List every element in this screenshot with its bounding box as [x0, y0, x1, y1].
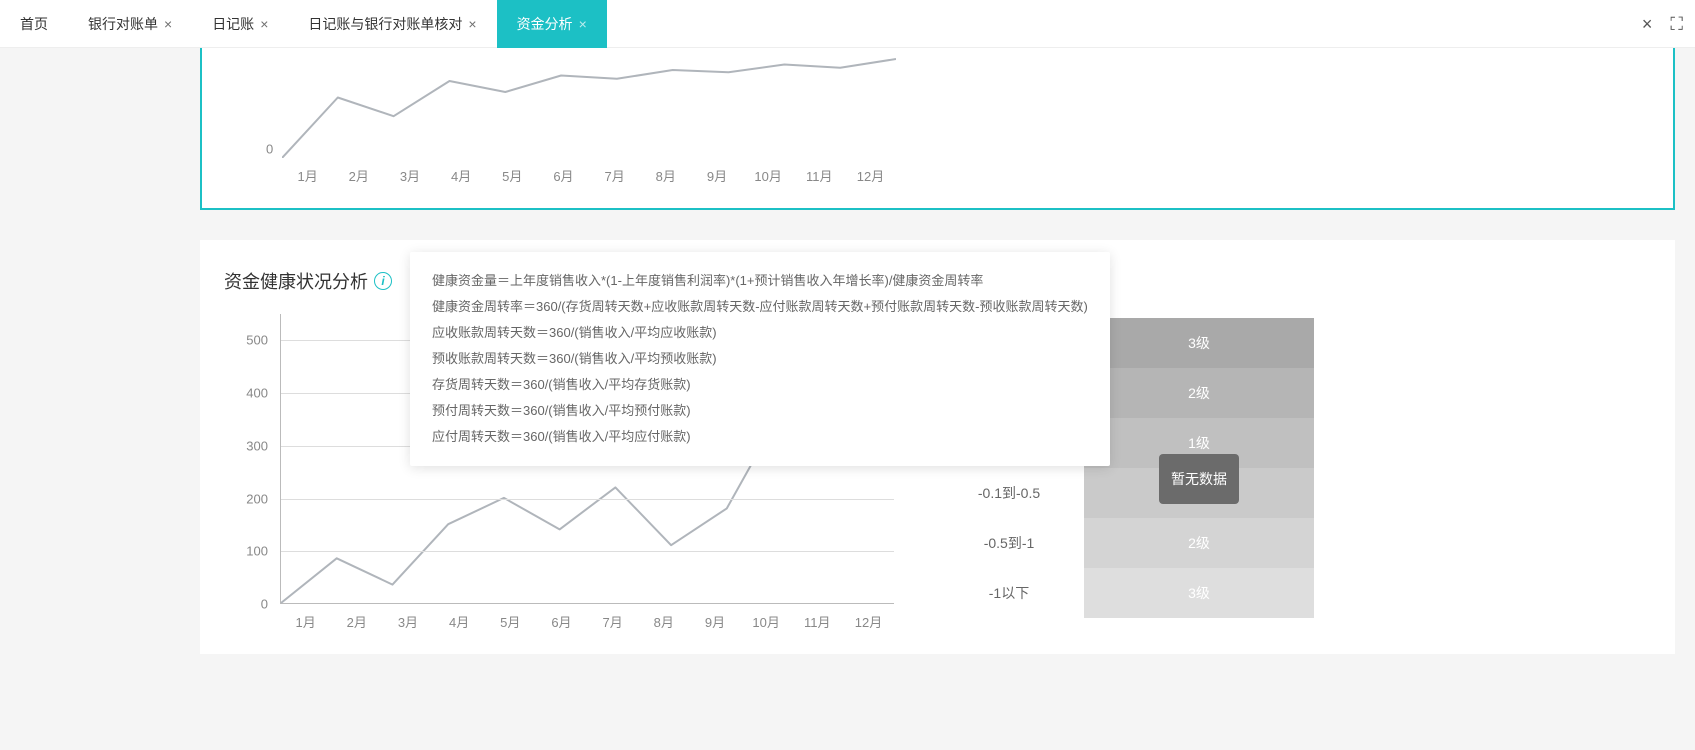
- tab-label: 首页: [20, 14, 48, 34]
- x-tick-label: 10月: [741, 604, 792, 634]
- tooltip-line: 应付周转天数＝360/(销售收入/平均应付账款): [432, 424, 1088, 450]
- tab-close-icon[interactable]: ×: [164, 16, 172, 32]
- tooltip-line: 健康资金周转率＝360/(存货周转天数+应收账款周转天数-应付账款周转天数+预付…: [432, 294, 1088, 320]
- x-tick-label: 4月: [434, 604, 485, 634]
- level-badge: 2级: [1084, 368, 1314, 418]
- level-badge: 3级: [1084, 568, 1314, 618]
- y-tick-label: 400: [246, 386, 268, 401]
- tooltip-line: 预付周转天数＝360/(销售收入/平均预付账款): [432, 398, 1088, 424]
- panel-trend-top: 0 1月2月3月4月5月6月7月8月9月10月11月12月: [200, 48, 1675, 210]
- x-tick-label: 8月: [640, 158, 691, 188]
- tooltip-line: 预收账款周转天数＝360/(销售收入/平均预收账款): [432, 346, 1088, 372]
- tab-close-icon[interactable]: ×: [468, 16, 476, 32]
- x-tick-label: 5月: [485, 604, 536, 634]
- tab-label: 日记账与银行对账单核对: [308, 14, 462, 34]
- x-tick-label: 5月: [487, 158, 538, 188]
- x-tick-label: 8月: [638, 604, 689, 634]
- x-tick-label: 2月: [333, 158, 384, 188]
- tab-close-icon[interactable]: ×: [579, 16, 587, 32]
- x-tick-label: 7月: [589, 158, 640, 188]
- tooltip-line: 健康资金量＝上年度销售收入*(1-上年度销售利润率)*(1+预计销售收入年增长率…: [432, 268, 1088, 294]
- level-range: -0.5到-1: [934, 518, 1084, 568]
- level-badge: 2级: [1084, 518, 1314, 568]
- tab-label: 日记账: [212, 14, 254, 34]
- info-icon[interactable]: i: [374, 272, 392, 290]
- tab-3[interactable]: 日记账与银行对账单核对 ×: [288, 0, 496, 48]
- y-tick-label: 100: [246, 544, 268, 559]
- formula-tooltip: 健康资金量＝上年度销售收入*(1-上年度销售利润率)*(1+预计销售收入年增长率…: [410, 252, 1110, 466]
- grid-line: [281, 551, 894, 552]
- x-tick-label: 3月: [382, 604, 433, 634]
- x-tick-label: 2月: [331, 604, 382, 634]
- tab-bar: 首页 银行对账单 × 日记账 × 日记账与银行对账单核对 × 资金分析 × × ⛶: [0, 0, 1695, 48]
- level-badge: 3级: [1084, 318, 1314, 368]
- x-tick-label: 11月: [792, 604, 843, 634]
- x-tick-label: 12月: [845, 158, 896, 188]
- tab-2[interactable]: 日记账 ×: [192, 0, 288, 48]
- x-tick-label: 1月: [280, 604, 331, 634]
- tab-label: 资金分析: [517, 14, 573, 34]
- no-data-badge: 暂无数据: [1159, 454, 1239, 504]
- y-tick-label: 0: [261, 597, 268, 612]
- chart-trend-top: 0 1月2月3月4月5月6月7月8月9月10月11月12月: [236, 48, 896, 188]
- level-range: -0.1到-0.5: [934, 468, 1084, 518]
- tab-label: 银行对账单: [88, 14, 158, 34]
- x-tick-label: 9月: [689, 604, 740, 634]
- y-tick-label: 500: [246, 333, 268, 348]
- tabbar-actions: × ⛶: [1642, 0, 1683, 48]
- close-all-icon[interactable]: ×: [1642, 14, 1653, 35]
- x-tick-label: 1月: [282, 158, 333, 188]
- tooltip-line: 存货周转天数＝360/(销售收入/平均存货账款): [432, 372, 1088, 398]
- panel-fund-health: 资金健康状况分析 i 健康资金量＝上年度销售收入*(1-上年度销售利润率)*(1…: [200, 240, 1675, 654]
- fullscreen-icon[interactable]: ⛶: [1670, 14, 1683, 35]
- x-tick-label: 4月: [436, 158, 487, 188]
- tab-4[interactable]: 资金分析 ×: [497, 0, 607, 48]
- x-tick-label: 11月: [794, 158, 845, 188]
- x-tick-label: 7月: [587, 604, 638, 634]
- x-tick-label: 12月: [843, 604, 894, 634]
- x-tick-label: 9月: [691, 158, 742, 188]
- x-tick-label: 10月: [743, 158, 794, 188]
- x-tick-label: 3月: [384, 158, 435, 188]
- level-range: -1以下: [934, 568, 1084, 618]
- y-tick-label: 300: [246, 438, 268, 453]
- x-tick-label: 6月: [538, 158, 589, 188]
- x-tick-label: 6月: [536, 604, 587, 634]
- y-tick-label: 0: [266, 142, 276, 157]
- tooltip-line: 应收账款周转天数＝360/(销售收入/平均应收账款): [432, 320, 1088, 346]
- tab-1[interactable]: 银行对账单 ×: [68, 0, 192, 48]
- chart-series-line: [282, 59, 896, 158]
- grid-line: [281, 499, 894, 500]
- tab-0[interactable]: 首页: [0, 0, 68, 48]
- section-title-text: 资金健康状况分析: [224, 268, 368, 294]
- tab-close-icon[interactable]: ×: [260, 16, 268, 32]
- y-tick-label: 200: [246, 491, 268, 506]
